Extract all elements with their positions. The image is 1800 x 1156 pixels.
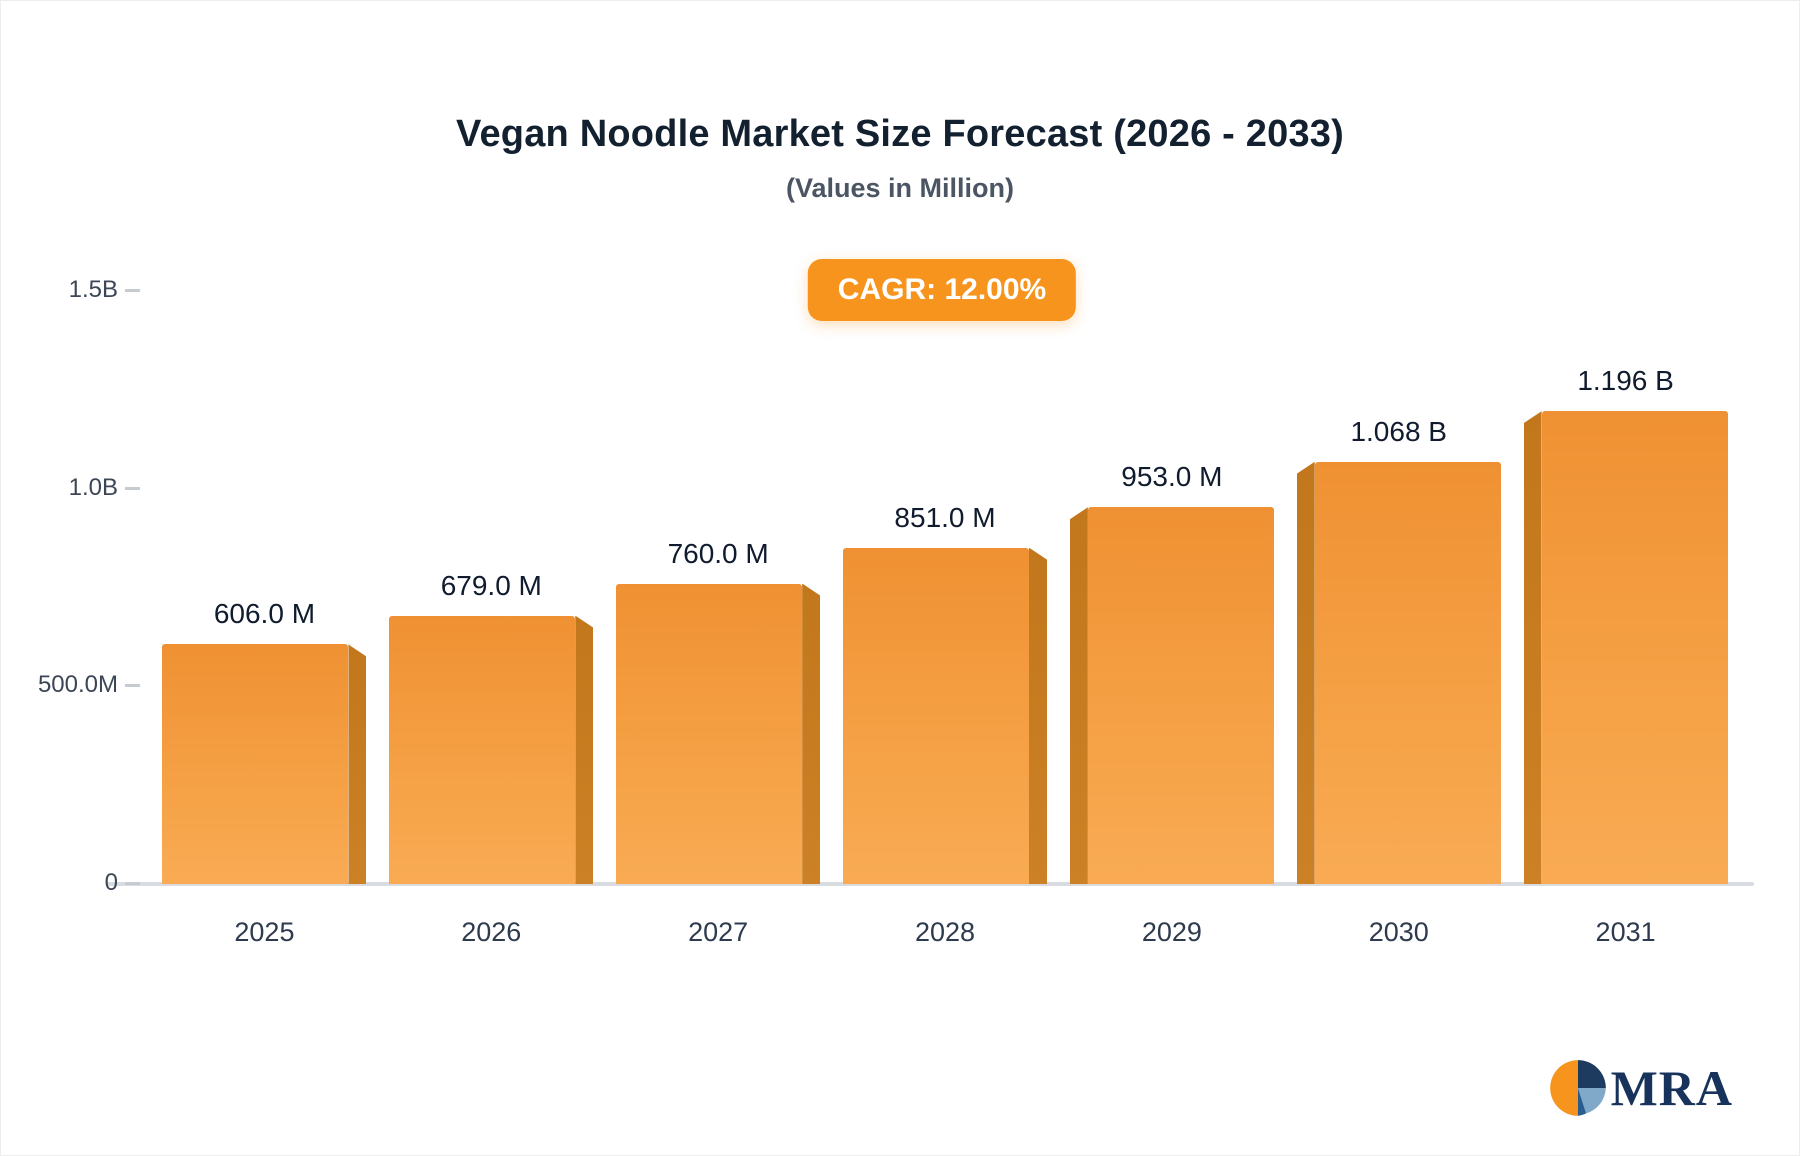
bar-group: 606.0 M 2025 [151,291,378,947]
bar [1069,507,1274,884]
y-axis-label: 500.0M [37,671,118,699]
bar-value-label: 1.196 B [1577,365,1674,397]
bar-face [389,615,576,884]
bar-group: 1.196 B 2031 [1512,291,1739,947]
page-title: Vegan Noodle Market Size Forecast (2026 … [456,113,1344,155]
bar-side-shade [1069,507,1088,884]
bar-group: 851.0 M 2028 [832,291,1059,947]
bar-group: 953.0 M 2029 [1058,291,1285,947]
bar-value-label: 1.068 B [1350,415,1447,447]
x-axis-label: 2026 [461,917,522,947]
x-axis-label: 2030 [1368,917,1429,947]
bar-group: 760.0 M 2027 [605,291,832,947]
bar-face [616,583,803,884]
pie-chart-icon [1549,1060,1606,1116]
y-axis-tick [125,486,140,490]
x-axis-line [106,882,1754,886]
bar-group: 679.0 M 2026 [378,291,605,947]
x-axis-label: 2029 [1141,917,1202,947]
bar-face [843,547,1029,884]
bar-value-label: 953.0 M [1121,461,1223,493]
bar-group: 1.068 B 2030 [1285,291,1512,947]
bar-face [1087,507,1274,884]
bar-side-shade [348,644,367,884]
cagr-badge: CAGR: 12.00% [807,259,1077,321]
bar [162,644,367,884]
x-axis-label: 2031 [1595,917,1656,947]
bar-value-label: 679.0 M [440,569,542,601]
x-axis-label: 2025 [234,917,295,947]
bar-value-label: 606.0 M [213,598,316,630]
x-axis-label: 2027 [688,917,749,947]
y-axis-label: 1.5B [68,276,118,303]
bar [389,615,594,884]
bar-face [1314,461,1501,884]
y-axis-tick [125,289,140,292]
bar [1523,411,1728,884]
brand-logo-text: MRA [1610,1060,1733,1116]
bar [1296,461,1501,884]
bar [843,547,1047,884]
bar-side-shade [1029,547,1047,884]
plot-area: 0 500.0M 1.0B 1.5B 606.0 M 2025 679.0 M 2026 76… [38,276,1754,947]
page-subtitle: (Values in Million) [785,173,1015,203]
bar-side-shade [802,583,821,884]
bar-value-label: 851.0 M [894,501,996,533]
bar [616,583,821,884]
brand-logo: MRA [1549,1059,1733,1117]
bar-side-shade [1296,461,1315,884]
bar-face [1541,411,1728,884]
y-axis-label: 1.0B [68,473,118,501]
y-axis-tick [125,684,140,688]
x-axis-label: 2028 [914,917,976,947]
bars: 606.0 M 2025 679.0 M 2026 760.0 M 2027 851.0 M… [151,291,1739,947]
bar-value-label: 760.0 M [667,537,769,569]
bar-side-shade [575,615,594,884]
bar-face [162,644,349,884]
bar-side-shade [1523,411,1542,884]
